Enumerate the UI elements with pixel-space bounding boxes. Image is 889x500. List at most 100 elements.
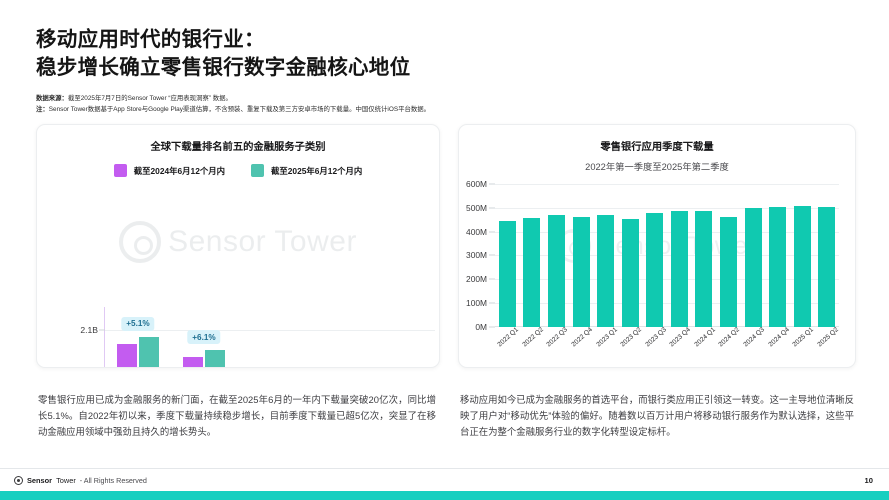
right-chart-xlabel: 2023 Q4: [668, 326, 693, 349]
page-number: 10: [864, 476, 873, 485]
right-chart-xlabel: 2024 Q4: [767, 326, 791, 349]
right-chart-ytick-dash-5: [489, 207, 495, 209]
footer-divider: [0, 468, 889, 469]
data-note-label: 注：: [36, 105, 49, 113]
right-chart-bar[interactable]: 2025 Q2: [816, 207, 840, 348]
right-chart-title: 零售银行应用季度下载量: [600, 142, 714, 153]
right-chart-gridline-6: [495, 183, 839, 185]
right-chart-xlabel: 2022 Q2: [521, 326, 545, 349]
right-chart-xlabel: 2022 Q4: [570, 326, 594, 349]
sensor-tower-watermark: Sensor Tower: [37, 221, 439, 263]
right-chart-bar[interactable]: 2022 Q4: [570, 216, 594, 348]
right-chart-ytick-300M: 300M: [466, 250, 487, 261]
right-chart-xlabel: 2023 Q1: [595, 326, 619, 349]
page-title-line-1: 移动应用时代的银行业：: [36, 28, 265, 51]
right-chart-bar[interactable]: 2023 Q2: [620, 219, 643, 348]
right-chart-ytick-dash-4: [489, 231, 495, 233]
right-chart-bar[interactable]: 2022 Q3: [546, 214, 569, 348]
legend-item-0[interactable]: 截至2024年6月12个月内: [113, 164, 225, 177]
right-chart-bar[interactable]: 2025 Q1: [792, 205, 815, 348]
right-chart-ytick-dash-6: [489, 183, 495, 185]
right-chart-bar[interactable]: 2024 Q4: [767, 207, 790, 348]
footer-brand-bold: Sensor: [27, 476, 53, 485]
chart-card-quarterly-downloads: Sensor Tower 零售银行应用季度下载量 2022年第一季度至2025年…: [458, 124, 856, 368]
bar-prev-period[interactable]: [117, 343, 137, 367]
legend-swatch-1: [251, 164, 264, 177]
right-chart-gridline-1: [495, 303, 839, 305]
right-chart-subtitle: 2022年第一季度至2025年第二季度: [585, 162, 729, 172]
right-chart-ytick-400M: 400M: [466, 226, 487, 237]
right-chart-ytick-dash-1: [489, 302, 495, 304]
left-chart-bar-group[interactable]: +43.5%加密货币: [303, 307, 369, 367]
right-chart-xlabel: 2024 Q1: [693, 326, 717, 349]
bottom-accent-bar: [0, 491, 889, 500]
right-chart-xlabel: 2023 Q3: [644, 326, 668, 349]
right-chart-ytick-200M: 200M: [466, 274, 487, 285]
legend-swatch-0: [113, 164, 127, 177]
right-chart-xlabel: 2024 Q3: [742, 326, 766, 349]
right-chart-ytick-600M: 600M: [466, 178, 487, 189]
right-chart-xlabel: 2022 Q1: [496, 326, 521, 349]
footer-brand: Sensor Tower - All Rights Reserved: [14, 476, 147, 485]
right-chart-bar[interactable]: 2024 Q1: [693, 210, 717, 348]
right-chart-ytick-dash-0: [489, 326, 495, 328]
left-chart-bar-group[interactable]: +8%借贷: [237, 307, 303, 367]
chart-card-top5-subcategories: Sensor Tower 全球下载量排名前五的金融服务子类别 截至2024年6月…: [36, 124, 440, 368]
data-source-text: 截至2025年7月7日的Sensor Tower “应用表现洞察” 数据。: [67, 94, 232, 102]
legend-label-1: 截至2025年6月12个月内: [271, 165, 363, 176]
right-chart-x-axis: [495, 325, 839, 327]
bar-prev-period[interactable]: [183, 356, 203, 367]
sensor-tower-logo-icon: [14, 476, 23, 485]
right-chart-xlabel: 2022 Q3: [545, 326, 570, 349]
right-chart-plot-area: 0M 100M 200M 300M 400M 500M 600M 2022 Q1 2022 Q2…: [466, 179, 840, 349]
growth-badge: +5.1%: [121, 316, 155, 331]
right-chart-xlabel: 2025 Q1: [791, 326, 816, 349]
footer-brand-rest: Tower: [56, 476, 76, 485]
right-chart-bar[interactable]: 2023 Q1: [595, 214, 618, 348]
right-chart-ytick-dash-2: [489, 278, 495, 280]
data-note-line: 注：Sensor Tower数据基于App Store与Google Play渠…: [36, 104, 856, 115]
left-chart-gridline-3: [105, 330, 435, 332]
right-chart-xlabel: 2025 Q2: [816, 326, 840, 349]
slide-header: 移动应用时代的银行业： 稳步增长确立零售银行数字金融核心地位 数据来源：截至20…: [36, 26, 856, 115]
data-source-line: 数据来源：截至2025年7月7日的Sensor Tower “应用表现洞察” 数…: [36, 93, 856, 104]
growth-badge: +6.1%: [187, 330, 221, 345]
left-chart-bar-group[interactable]: +6.1%数字钱包&点对点支付: [171, 307, 237, 367]
right-chart-bar[interactable]: 2023 Q3: [644, 212, 668, 348]
right-chart-xlabel: 2024 Q2: [717, 326, 742, 349]
left-chart-plot-area: 0B0.7B1.4B2.1B+5.1%零售银行+6.1%数字钱包&点对点支付+8…: [80, 307, 435, 367]
right-chart-ytick-500M: 500M: [466, 202, 487, 213]
right-chart-gridline-5: [495, 207, 839, 209]
right-chart-bar[interactable]: 2024 Q2: [718, 216, 741, 348]
right-chart-gridline-4: [495, 231, 839, 233]
legend-item-1[interactable]: 截至2025年6月12个月内: [251, 164, 362, 177]
right-chart-bar[interactable]: 2023 Q4: [669, 210, 692, 348]
left-chart-bar-group[interactable]: -1%投资&财务管理: [369, 307, 435, 367]
body-paragraph-right: 移动应用如今已成为金融服务的首选平台，而银行类应用正引领这一转变。这一主导地位清…: [460, 394, 854, 438]
watermark-text: Sensor Tower: [168, 225, 357, 258]
right-chart-ytick-100M: 100M: [466, 298, 487, 309]
right-chart-bar[interactable]: 2022 Q1: [497, 220, 520, 348]
left-chart-ytick-dash-3: [99, 329, 105, 331]
left-chart-legend: 截至2024年6月12个月内 截至2025年6月12个月内: [37, 164, 439, 177]
body-paragraph-left: 零售银行应用已成为金融服务的新门面，在截至2025年6月的一年内下载量突破20亿…: [38, 394, 436, 438]
data-source-label: 数据来源：: [36, 94, 68, 102]
page-title-line-2: 稳步增长确立零售银行数字金融核心地位: [36, 56, 411, 80]
left-chart-y-axis: [104, 307, 106, 367]
right-chart-ytick-0M: 0M: [475, 322, 487, 332]
legend-label-0: 截至2024年6月12个月内: [133, 165, 225, 176]
right-chart-xlabel: 2023 Q2: [619, 326, 644, 349]
right-chart-gridline-2: [495, 279, 839, 281]
right-chart-bar[interactable]: 2024 Q3: [742, 208, 766, 348]
left-chart-title: 全球下载量排名前五的金融服务子类别: [150, 142, 326, 153]
bar-curr-period[interactable]: [205, 350, 225, 367]
right-chart-gridline-3: [495, 255, 839, 257]
bar-curr-period[interactable]: [139, 336, 159, 367]
left-chart-bar-group[interactable]: +5.1%零售银行: [105, 307, 171, 367]
right-chart-bar[interactable]: 2022 Q2: [521, 217, 545, 348]
data-note-text: Sensor Tower数据基于App Store与Google Play渠道估…: [48, 105, 431, 113]
source-note-block: 数据来源：截至2025年7月7日的Sensor Tower “应用表现洞察” 数…: [36, 93, 856, 116]
watermark-ring-icon: [119, 221, 162, 263]
right-chart-ytick-dash-3: [489, 254, 495, 256]
